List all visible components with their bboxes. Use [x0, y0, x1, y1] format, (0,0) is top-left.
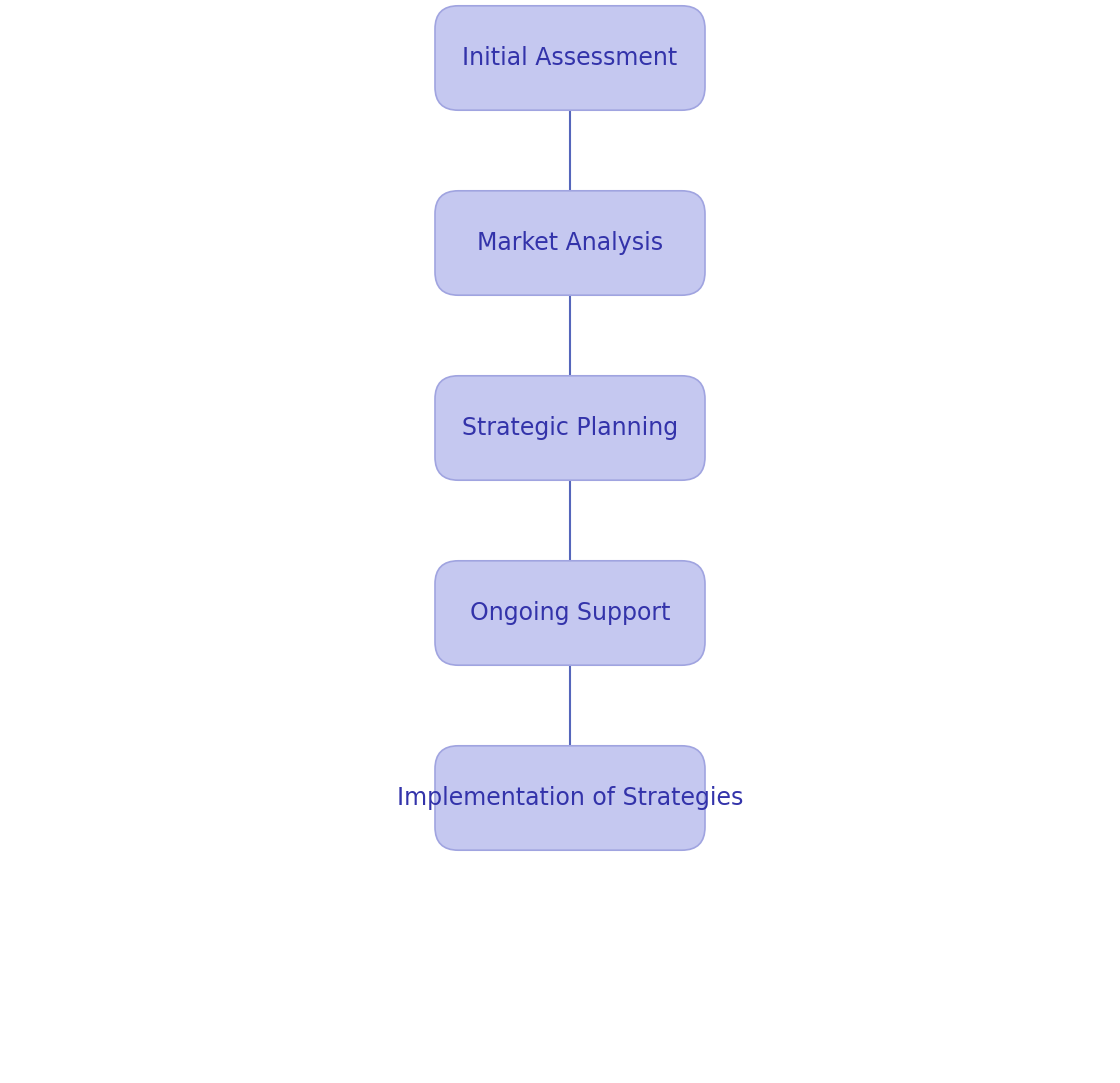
FancyBboxPatch shape [435, 561, 704, 665]
Text: Implementation of Strategies: Implementation of Strategies [396, 786, 744, 810]
FancyBboxPatch shape [435, 376, 704, 480]
Text: Initial Assessment: Initial Assessment [463, 45, 678, 70]
FancyBboxPatch shape [435, 5, 704, 110]
FancyBboxPatch shape [435, 746, 704, 850]
FancyBboxPatch shape [435, 191, 704, 296]
Text: Market Analysis: Market Analysis [477, 231, 663, 255]
Text: Ongoing Support: Ongoing Support [469, 601, 670, 625]
Text: Strategic Planning: Strategic Planning [461, 416, 678, 440]
